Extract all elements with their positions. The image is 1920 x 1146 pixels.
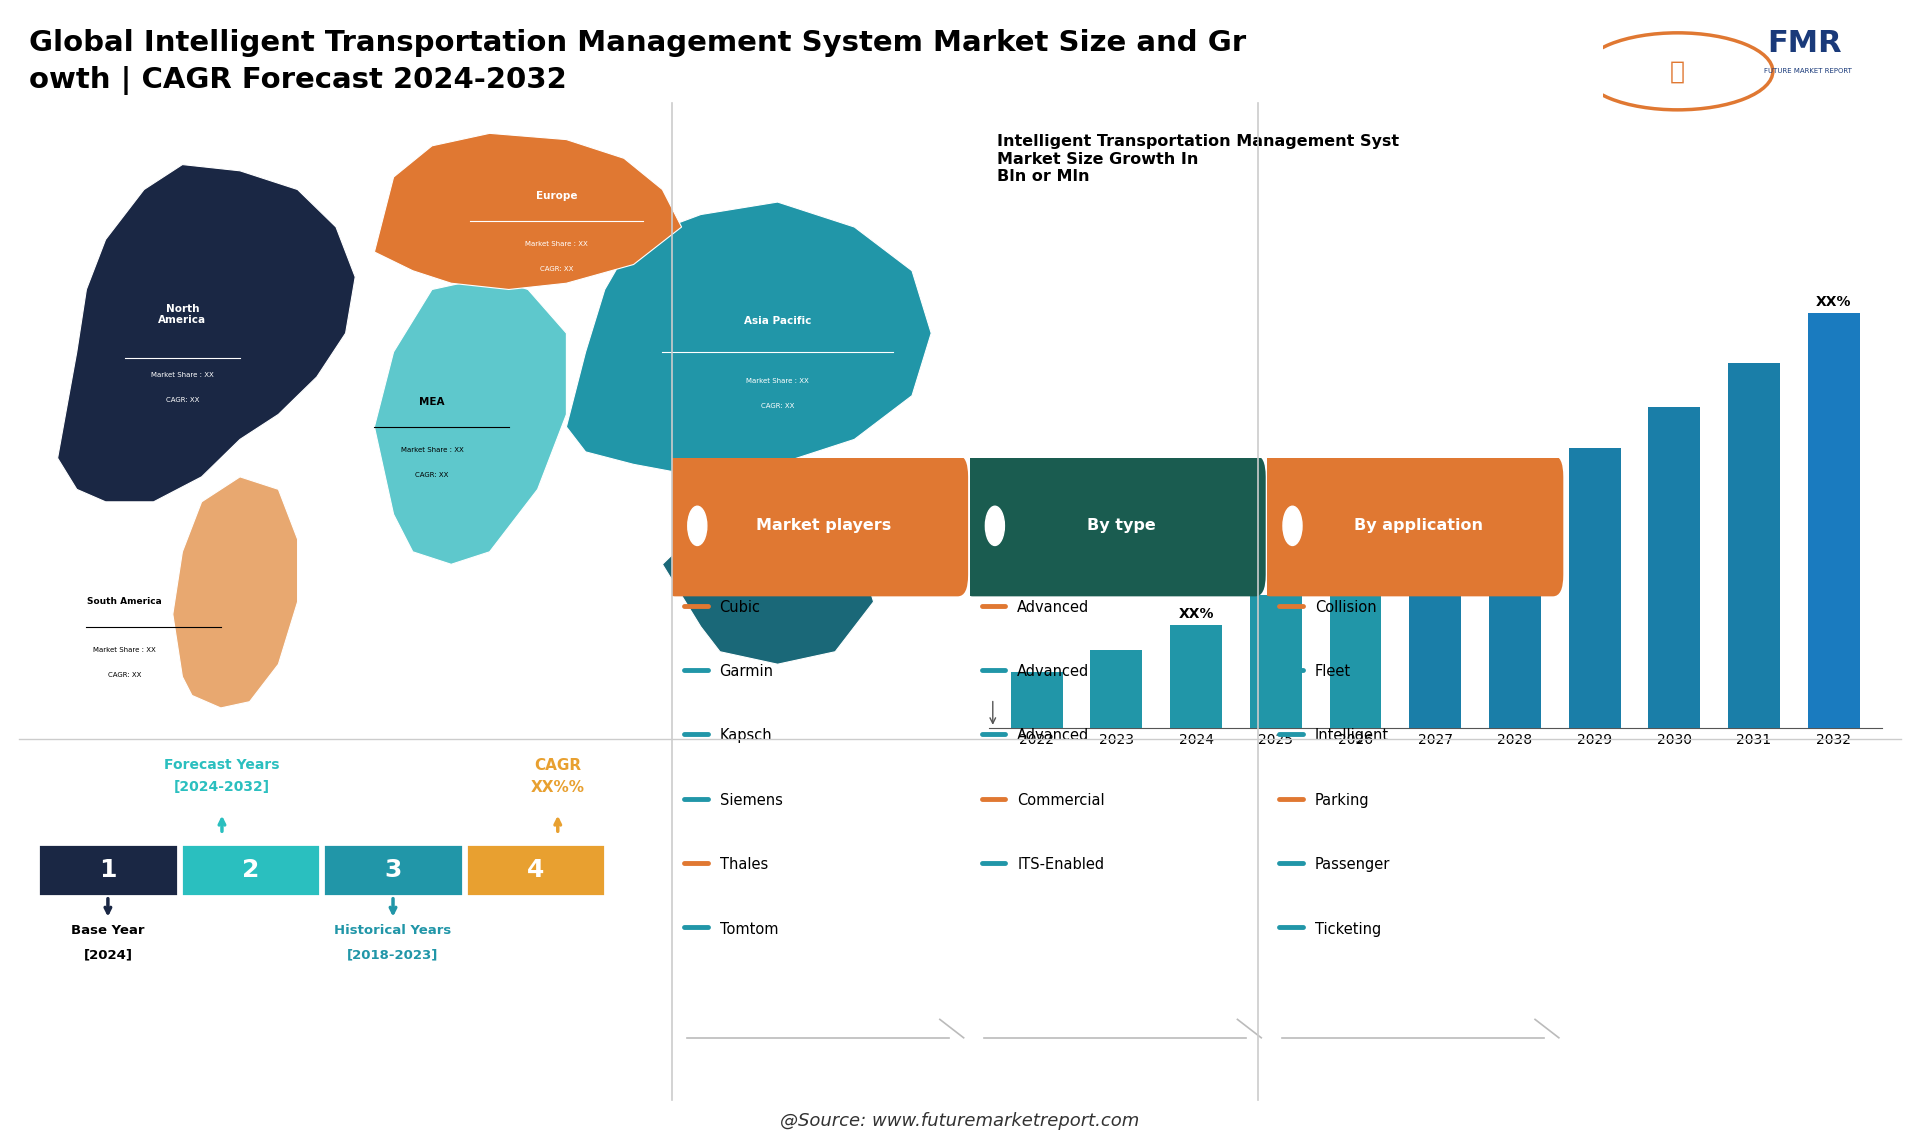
Text: South America: South America [88,597,161,606]
Text: Parking: Parking [1315,793,1369,808]
Text: Asia Pacific: Asia Pacific [743,315,812,325]
Text: CAGR: CAGR [534,759,582,774]
Text: FUTURE MARKET REPORT: FUTURE MARKET REPORT [1764,69,1851,74]
Text: 🔭: 🔭 [1670,60,1686,84]
Polygon shape [662,515,874,665]
Polygon shape [374,277,566,564]
Text: Garmin: Garmin [720,665,774,680]
Text: Advanced: Advanced [1018,665,1089,680]
Bar [1409,526,1461,728]
FancyBboxPatch shape [323,843,463,896]
Bar [1649,407,1701,728]
Bar [1010,673,1062,728]
Bar [1169,626,1221,728]
Text: 3: 3 [384,857,401,881]
Text: XX%%: XX%% [530,779,586,794]
Polygon shape [173,477,298,708]
Bar [1250,595,1302,728]
Text: XX%: XX% [1179,607,1213,621]
Text: ITS-Enabled: ITS-Enabled [1018,857,1104,872]
Text: Cubic: Cubic [720,599,760,614]
Polygon shape [566,202,931,477]
Bar [1728,362,1780,728]
Text: MEA: MEA [419,397,445,407]
Text: 1: 1 [100,857,117,881]
Text: North
America: North America [157,304,207,325]
Text: CAGR: XX: CAGR: XX [108,672,142,677]
Text: [2018-2023]: [2018-2023] [348,948,438,961]
Text: 2: 2 [242,857,259,881]
Text: Market Share : XX: Market Share : XX [152,372,213,378]
Text: Passenger: Passenger [1315,857,1390,872]
Text: XX%: XX% [1816,295,1851,309]
Text: Tomtom: Tomtom [720,921,778,936]
Text: Siemens: Siemens [720,793,783,808]
Bar [1569,448,1620,728]
Text: Market Share : XX: Market Share : XX [401,447,463,453]
Text: By type: By type [1087,518,1156,533]
Text: Europe: Europe [536,190,578,201]
Text: Global Intelligent Transportation Management System Market Size and Gr: Global Intelligent Transportation Manage… [29,29,1246,56]
Text: Intelligent: Intelligent [1315,729,1388,744]
Text: Historical Years: Historical Years [334,925,451,937]
Text: [2024-2032]: [2024-2032] [175,779,271,793]
Text: CAGR: XX: CAGR: XX [760,403,795,409]
Text: owth | CAGR Forecast 2024-2032: owth | CAGR Forecast 2024-2032 [29,66,566,95]
Polygon shape [374,133,682,290]
FancyBboxPatch shape [467,843,605,896]
Text: Thales: Thales [720,857,768,872]
Circle shape [687,507,707,545]
Bar [1329,562,1380,728]
Text: 4: 4 [526,857,543,881]
Text: Ticketing: Ticketing [1315,921,1380,936]
Text: @Source: www.futuremarketreport.com: @Source: www.futuremarketreport.com [780,1112,1140,1130]
FancyBboxPatch shape [962,455,1265,596]
Text: CAGR: XX: CAGR: XX [540,266,574,272]
Text: Collision: Collision [1315,599,1377,614]
Text: By application: By application [1354,518,1484,533]
Bar [1809,313,1860,728]
Text: Advanced: Advanced [1018,599,1089,614]
Circle shape [985,507,1004,545]
Text: Advanced: Advanced [1018,729,1089,744]
Text: Market Share : XX: Market Share : XX [747,378,808,384]
Text: Forecast Years: Forecast Years [165,759,280,772]
Bar [1490,487,1542,728]
FancyBboxPatch shape [180,843,321,896]
FancyBboxPatch shape [664,455,968,596]
Text: Base Year: Base Year [71,925,144,937]
Text: Market Share : XX: Market Share : XX [526,241,588,246]
FancyBboxPatch shape [38,843,177,896]
Polygon shape [58,165,355,502]
Text: Fleet: Fleet [1315,665,1352,680]
Text: CAGR: XX: CAGR: XX [165,397,200,403]
Circle shape [1283,507,1302,545]
Text: Kapsch: Kapsch [720,729,772,744]
Text: Market Share : XX: Market Share : XX [94,646,156,653]
Text: [2024]: [2024] [83,948,132,961]
Text: CAGR: XX: CAGR: XX [415,472,449,478]
Text: Intelligent Transportation Management Syst
Market Size Growth In
Bln or Mln: Intelligent Transportation Management Sy… [996,134,1400,185]
Text: FMR: FMR [1766,29,1841,58]
Text: Commercial: Commercial [1018,793,1104,808]
FancyBboxPatch shape [1260,455,1563,596]
Bar [1091,650,1142,728]
Text: Market players: Market players [756,518,891,533]
